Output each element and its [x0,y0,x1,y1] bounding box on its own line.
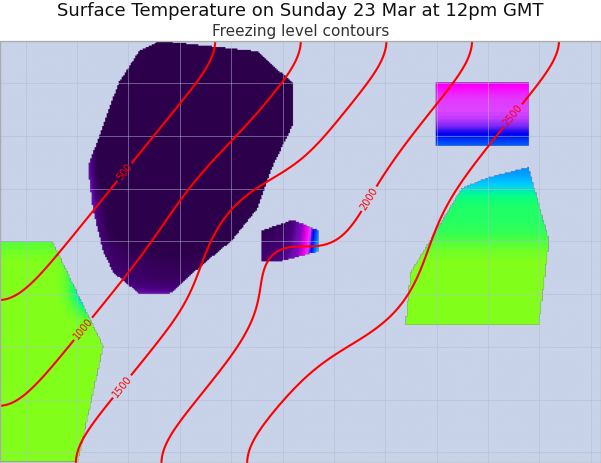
Text: 1000: 1000 [72,316,95,342]
Text: Surface Temperature on Sunday 23 Mar at 12pm GMT: Surface Temperature on Sunday 23 Mar at … [57,2,544,20]
Text: 500: 500 [115,162,134,182]
Text: 1500: 1500 [111,374,133,399]
Text: 2500: 2500 [501,103,525,128]
Bar [0,41,601,463]
Text: Freezing level contours: Freezing level contours [212,24,389,39]
Text: 2000: 2000 [358,186,380,212]
